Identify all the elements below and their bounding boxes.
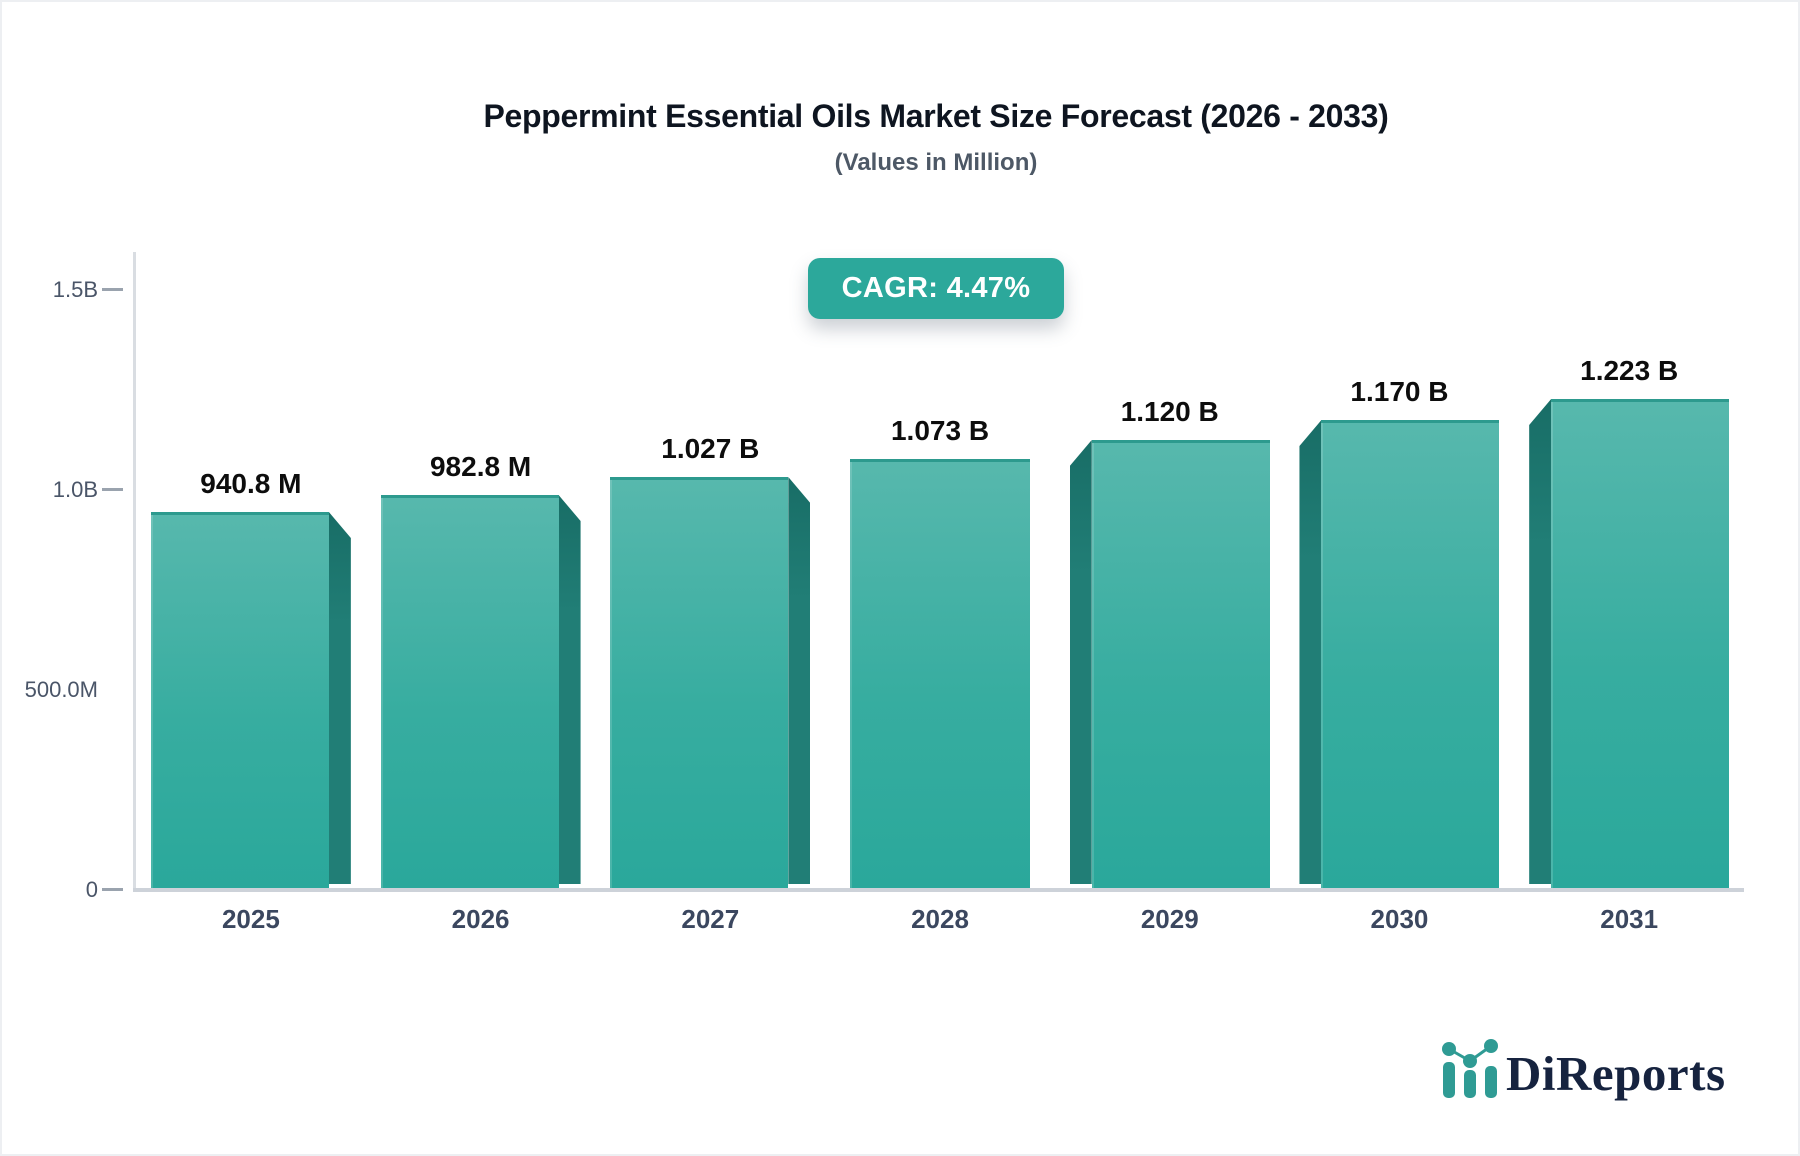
bar-value-label: 1.223 B [1580,355,1679,386]
bar-face [1321,420,1500,888]
plot-area: 940.8 M 982.8 M 1.027 B 1.073 B 1.120 B 1.170… [136,252,1744,888]
bar-chart-trend-icon [1442,1039,1498,1098]
x-axis-label: 2027 [681,904,740,934]
bar-column-2030: 1.170 B [1285,252,1515,888]
chart-header: Peppermint Essential Oils Market Size Fo… [2,2,1798,177]
bar-face [150,512,329,888]
y-axis-tick [102,288,123,291]
bar-side-face [558,495,581,884]
bar-column-2029: 1.120 B [1055,252,1285,888]
bar-value-label: 982.8 M [429,451,532,482]
bar-2026 [380,495,581,888]
bar-2025 [150,512,351,888]
bar-value-label: 1.073 B [890,415,990,446]
bar-column-2025: 940.8 M [136,252,366,888]
chart-title: Peppermint Essential Oils Market Size Fo… [483,98,1389,134]
cagr-badge: CAGR: 4.47% [807,258,1065,319]
x-axis-label: 2030 [1370,904,1429,934]
bar-value-label: 1.170 B [1350,376,1449,407]
bar-column-2031: 1.223 B [1514,252,1744,888]
y-axis-tick [102,888,123,891]
x-axis-baseline [133,888,1744,892]
x-axis-label: 2031 [1600,904,1659,934]
bar-2031 [1529,399,1730,888]
y-axis-tick-label: 1.5B [52,277,98,302]
brand-logo: DiReports [1440,1034,1726,1102]
bar-face [1551,399,1730,888]
bar-side-face [788,477,811,884]
bar-face [610,477,789,888]
bar-side-face [328,512,351,884]
y-axis-tick-label: 0 [85,877,98,902]
bar-face [380,495,559,888]
x-axis-label: 2028 [911,904,969,934]
y-axis-tick-label: 500.0M [24,677,98,702]
chart-subtitle: (Values in Million) [834,149,1038,176]
bar-2027 [610,477,811,888]
bar-column-2028: 1.073 B [825,252,1055,888]
bar-column-2026: 982.8 M [366,252,596,888]
bar-side-face [1529,399,1552,884]
bar-face [850,459,1031,888]
y-axis-tick-label: 1.0B [52,477,98,502]
y-axis-line [133,252,136,890]
x-axis-labels: 2025 2026 2027 2028 2029 2030 2031 [136,904,1744,935]
bar-2030 [1299,420,1500,888]
bar-2028 [850,459,1031,888]
bar-side-face [1069,440,1092,884]
bar-value-label: 1.120 B [1120,396,1219,427]
x-axis-label: 2025 [221,904,280,934]
bar-value-label: 1.027 B [661,433,760,464]
bar-2029 [1069,440,1270,888]
bar-face [1091,440,1270,888]
bar-value-label: 940.8 M [200,468,302,499]
brand-name: DiReports [1506,1046,1726,1101]
bar-column-2027: 1.027 B [595,252,825,888]
bar-side-face [1299,420,1322,884]
x-axis-label: 2029 [1140,904,1199,934]
x-axis-label: 2026 [451,904,510,934]
cagr-badge-wrap: CAGR: 4.47% [2,258,1798,319]
y-axis-tick [102,488,123,491]
